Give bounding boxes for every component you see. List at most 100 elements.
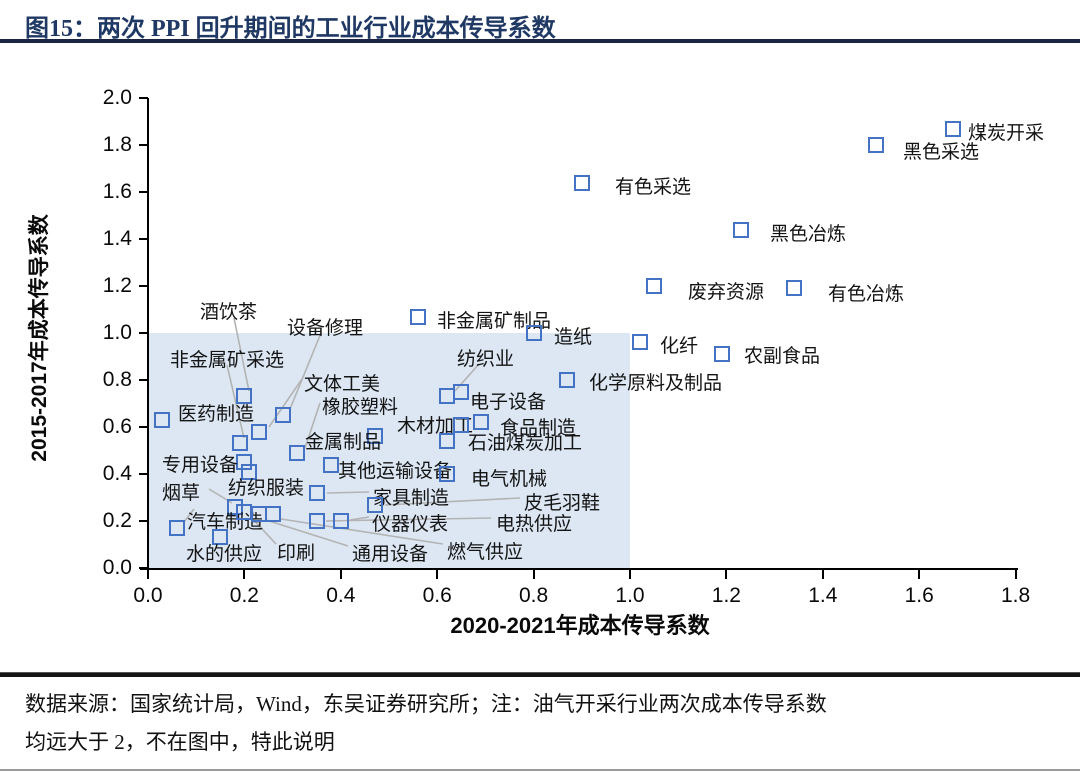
point-label: 有色采选 [615, 177, 692, 198]
y-tick-label: 0.2 [102, 509, 132, 532]
y-tick-label: 2.0 [102, 86, 132, 109]
y-tick-label: 0.0 [102, 556, 132, 579]
scatter-point [713, 346, 730, 363]
point-label: 设备修理 [287, 318, 364, 339]
point-label: 烟草 [162, 483, 201, 504]
point-label: 电气机械 [471, 469, 548, 490]
x-tick [629, 570, 631, 579]
point-label: 纺织业 [457, 349, 515, 370]
scatter-point [438, 466, 455, 482]
x-tick [243, 570, 246, 579]
point-label: 皮毛羽鞋 [524, 493, 601, 514]
scatter-point [308, 513, 325, 529]
y-tick [139, 332, 148, 334]
point-label: 通用设备 [352, 544, 429, 565]
source-note-line2: 均远大于 2，不在图中，特此说明 [25, 730, 335, 754]
x-tick-label: 1.6 [904, 584, 934, 607]
y-tick [139, 285, 148, 287]
scatter-point [631, 334, 648, 351]
scatter-point [154, 411, 171, 428]
point-label: 农副食品 [744, 346, 821, 367]
scatter-point [525, 325, 542, 341]
y-tick-label: 1.8 [102, 133, 132, 156]
bottom-divider [0, 769, 1080, 771]
figure-title: 图15：两次 PPI 回升期间的工业行业成本传导系数 [25, 16, 556, 42]
point-label: 食品制造 [500, 418, 577, 439]
point-label: 煤炭开采 [968, 123, 1045, 144]
scatter-point [453, 383, 470, 400]
scatter-point [559, 372, 576, 388]
point-label: 纺织服装 [228, 478, 305, 499]
x-tick [339, 570, 342, 579]
scatter-point [732, 221, 749, 238]
y-tick [139, 567, 148, 569]
scatter-point [646, 278, 663, 294]
x-tick [1014, 570, 1017, 579]
point-label: 仪器仪表 [372, 514, 449, 535]
point-label: 造纸 [554, 327, 593, 348]
point-label: 其他运输设备 [338, 461, 453, 482]
point-label: 有色冶炼 [828, 284, 905, 305]
point-label: 酒饮茶 [200, 302, 258, 323]
point-label: 医药制造 [178, 404, 255, 425]
y-tick [139, 379, 148, 381]
scatter-point [289, 444, 306, 461]
point-label: 废弃资源 [688, 282, 765, 303]
scatter-point [274, 407, 291, 424]
point-label: 燃气供应 [447, 542, 524, 563]
scatter-point [236, 388, 253, 405]
y-tick-label: 1.2 [102, 274, 132, 297]
scatter-point [236, 454, 253, 471]
point-label: 电子设备 [470, 392, 547, 413]
point-label: 橡胶塑料 [322, 397, 399, 418]
point-label: 水的供应 [186, 544, 263, 565]
point-label: 黑色采选 [903, 142, 980, 163]
scatter-point [241, 463, 258, 480]
x-tick [725, 570, 728, 579]
x-tick-label: 1.0 [615, 584, 645, 607]
scatter-point [226, 498, 243, 515]
scatter-point [472, 414, 489, 431]
point-label: 金属制品 [305, 432, 382, 453]
scatter-point [944, 120, 961, 137]
point-label: 非金属矿制品 [437, 311, 552, 332]
title-divider [0, 39, 1080, 43]
scatter-point [332, 513, 349, 529]
y-axis [147, 98, 149, 569]
scatter-point [453, 416, 470, 433]
point-label: 电热供应 [496, 514, 573, 535]
x-tick-label: 1.2 [711, 584, 741, 607]
x-tick-label: 0.8 [518, 584, 549, 607]
x-tick-label: 0.0 [133, 584, 163, 607]
point-label: 文体工美 [304, 374, 381, 395]
x-tick-label: 0.4 [326, 584, 356, 607]
scatter-point [308, 484, 325, 501]
point-label: 家具制造 [373, 488, 450, 509]
scatter-point [438, 433, 455, 450]
x-tick-label: 1.4 [808, 584, 838, 607]
point-label: 汽车制造 [187, 512, 264, 533]
point-label: 黑色冶炼 [770, 224, 847, 245]
scatter-point [785, 280, 802, 297]
scatter-chart: 2015-2017年成本传导系数 2020-2021年成本传导系数 0.0 0.2… [0, 43, 1080, 673]
scatter-point [323, 456, 340, 473]
scatter-point [366, 496, 383, 513]
source-note-line1: 数据来源：国家统计局，Wind，东吴证券研究所；注：油气开采行业两次成本传导系数 [25, 692, 827, 716]
point-label: 化纤 [660, 336, 699, 357]
y-tick [139, 97, 148, 99]
x-tick [918, 570, 921, 579]
y-tick-label: 1.0 [102, 321, 132, 344]
y-tick [139, 191, 148, 193]
x-tick [532, 570, 535, 579]
scatter-point [409, 308, 426, 325]
scatter-point [867, 137, 884, 153]
scatter-point [250, 423, 267, 440]
point-label: 非金属矿采选 [170, 350, 285, 371]
x-tick-label: 1.8 [1000, 584, 1031, 607]
y-tick [139, 144, 148, 146]
scatter-point [212, 529, 229, 546]
y-axis-title: 2015-2017年成本传导系数 [28, 214, 51, 462]
point-label: 印刷 [277, 543, 316, 564]
y-tick [139, 426, 148, 428]
scatter-point [573, 174, 590, 191]
